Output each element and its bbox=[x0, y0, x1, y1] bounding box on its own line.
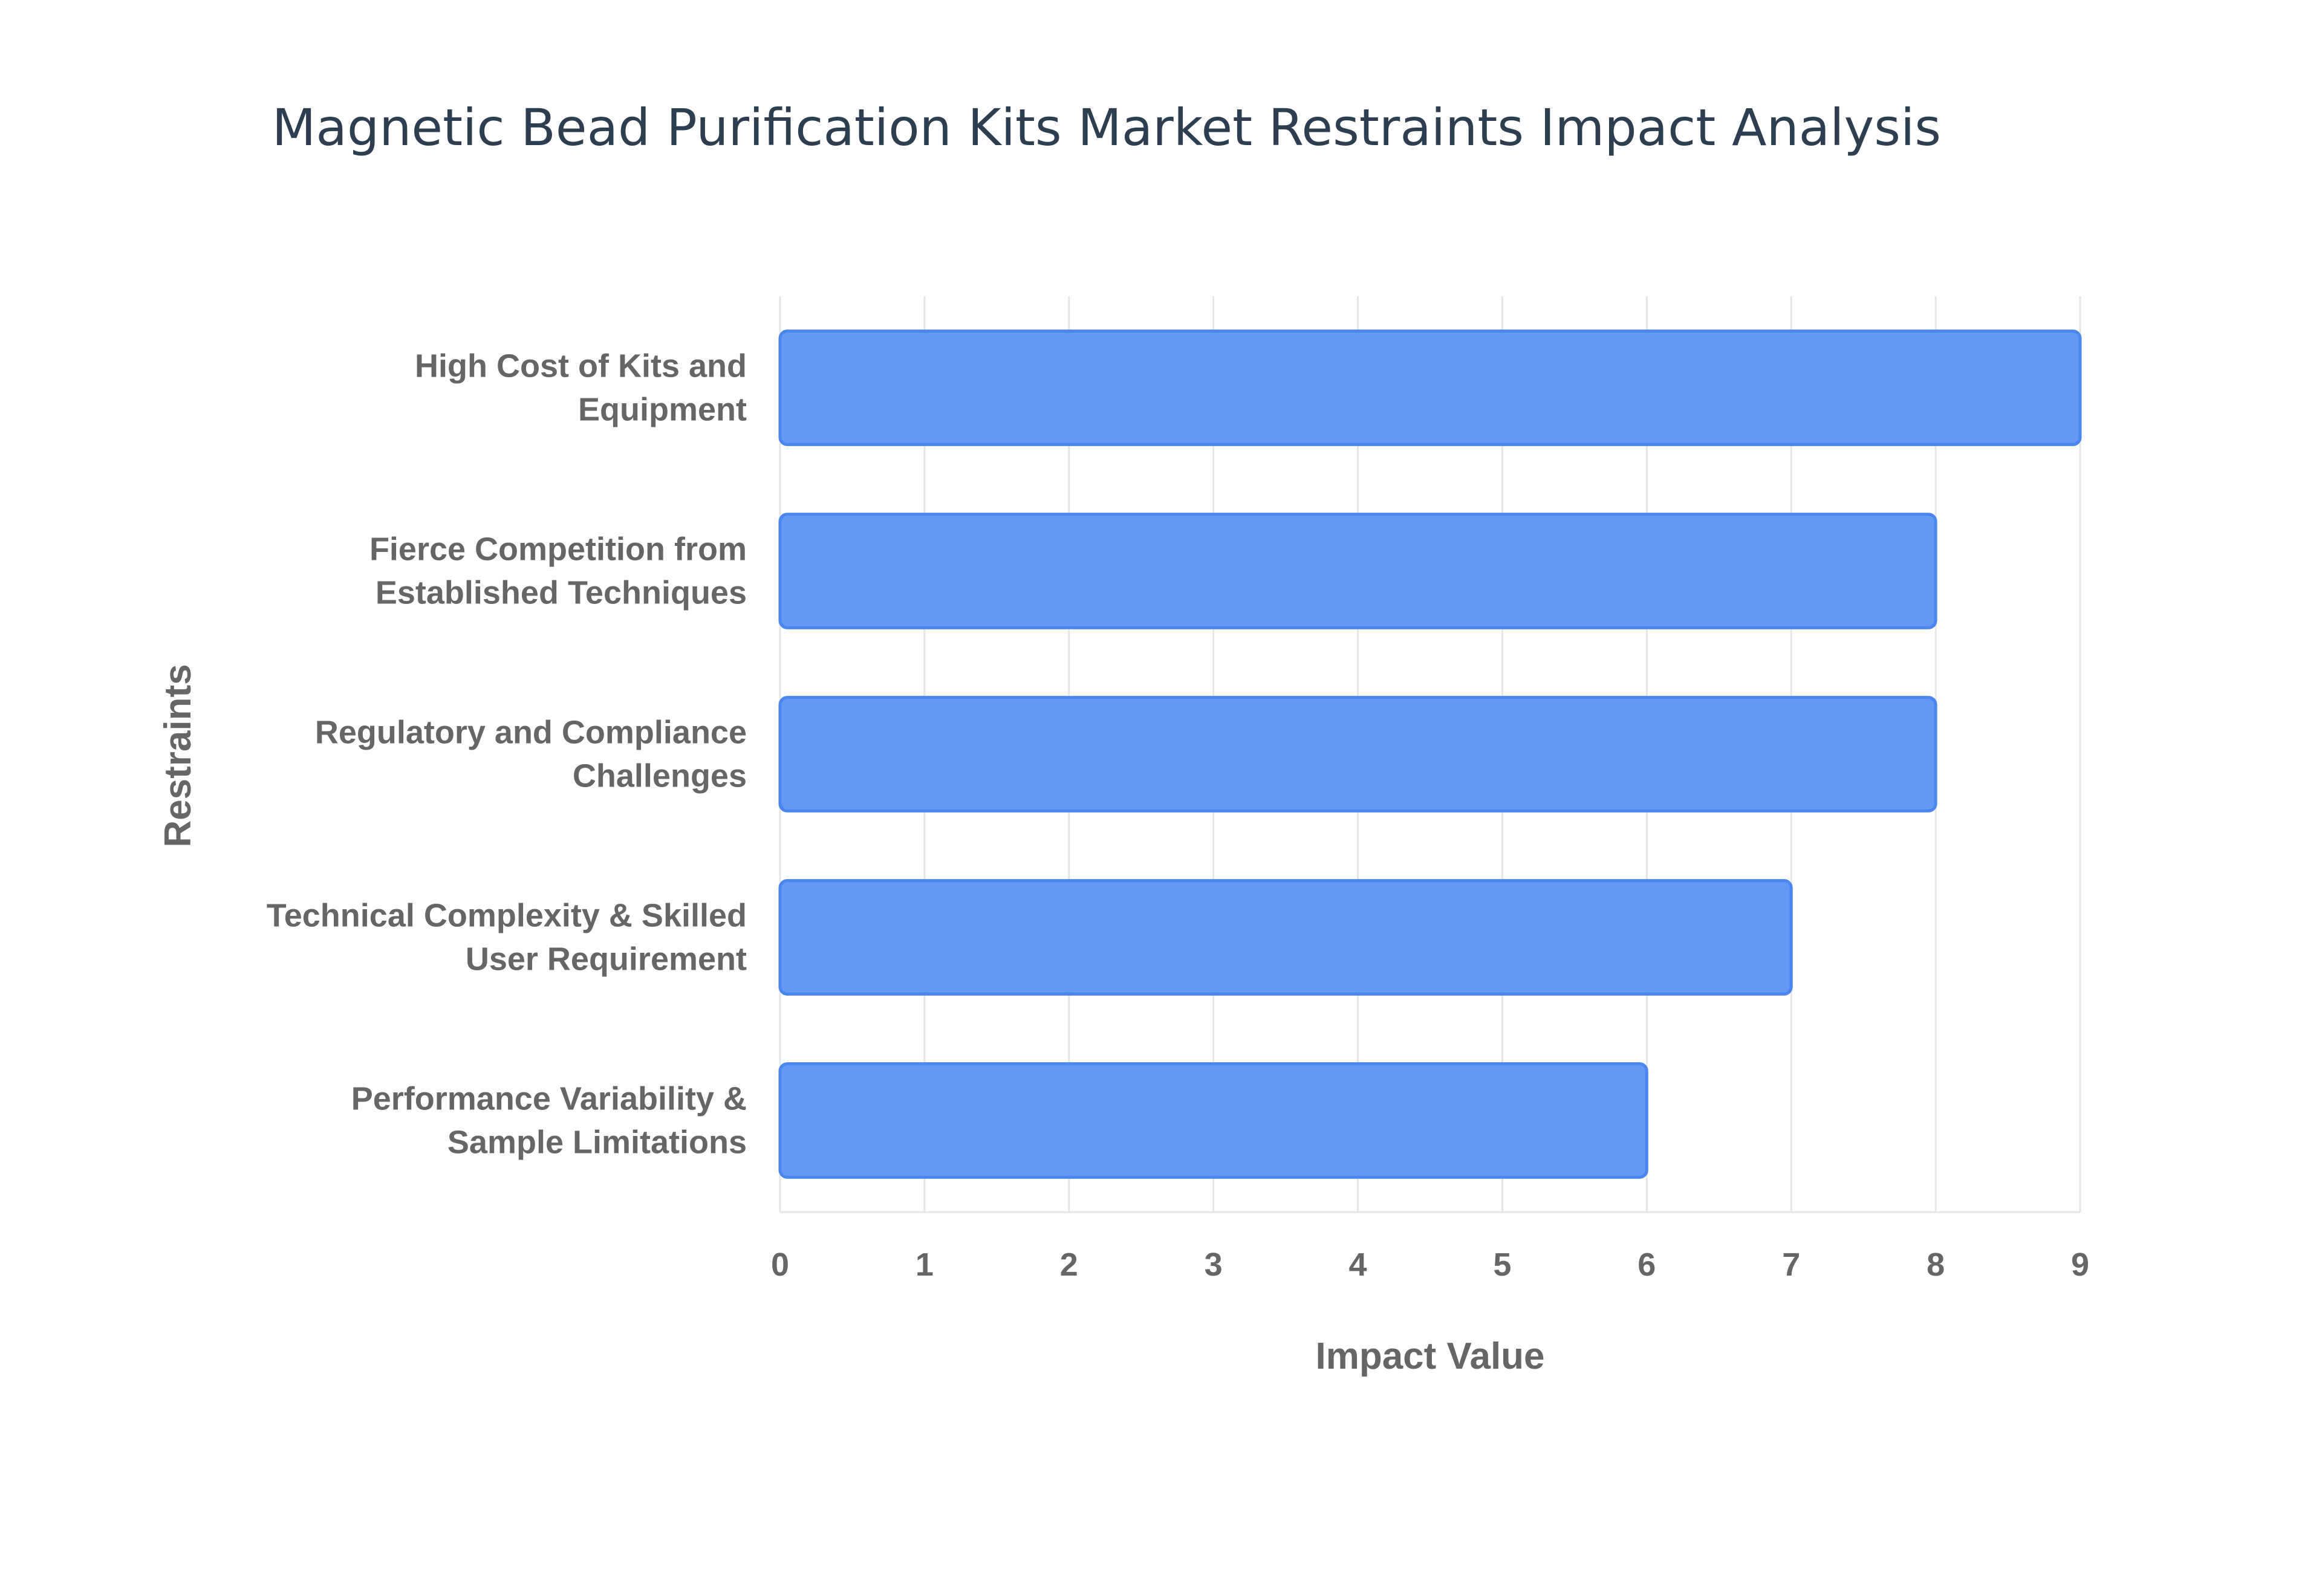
y-tick-label-line: Established Techniques bbox=[376, 575, 747, 611]
y-tick-label-line: User Requirement bbox=[466, 941, 747, 978]
x-tick-label-4: 4 bbox=[1349, 1247, 1367, 1283]
y-tick-label-line: Performance Variability & bbox=[351, 1081, 747, 1117]
bar-3 bbox=[778, 696, 1937, 813]
y-tick-label-line: Technical Complexity & Skilled bbox=[267, 898, 747, 934]
y-tick-label-3: Regulatory and Compliance Challenges bbox=[315, 715, 747, 794]
y-tick-label-line: Regulatory and Compliance bbox=[315, 715, 747, 751]
x-tick-label-2: 2 bbox=[1060, 1247, 1078, 1283]
x-tick-label-9: 9 bbox=[2071, 1247, 2089, 1283]
y-tick-label-1: High Cost of Kits and Equipment bbox=[415, 348, 747, 428]
x-tick-label-5: 5 bbox=[1493, 1247, 1511, 1283]
y-tick-label-line: Fierce Competition from bbox=[369, 531, 747, 568]
y-tick-label-2: Fierce Competition from Established Techn… bbox=[369, 531, 747, 611]
bar-5 bbox=[778, 1062, 1648, 1179]
y-tick-label-5: Performance Variability & Sample Limitati… bbox=[351, 1081, 747, 1161]
x-tick-label-7: 7 bbox=[1782, 1247, 1800, 1283]
y-axis-tick-labels: High Cost of Kits and Equipment Fierce Com… bbox=[267, 348, 747, 1161]
bar-1 bbox=[778, 329, 2082, 446]
y-tick-label-line: High Cost of Kits and bbox=[415, 348, 747, 384]
x-tick-label-8: 8 bbox=[1927, 1247, 1945, 1283]
bar-4 bbox=[778, 879, 1793, 996]
x-tick-label-1: 1 bbox=[915, 1247, 934, 1283]
y-tick-label-line: Equipment bbox=[578, 392, 747, 428]
bar-2 bbox=[778, 513, 1937, 629]
y-tick-label-4: Technical Complexity & Skilled User Requi… bbox=[267, 898, 747, 978]
x-axis-title: Impact Value bbox=[1315, 1335, 1544, 1377]
chart-title: Magnetic Bead Purification Kits Market R… bbox=[272, 98, 1941, 157]
x-tick-label-0: 0 bbox=[771, 1247, 789, 1283]
x-tick-label-6: 6 bbox=[1637, 1247, 1656, 1283]
y-axis-title: Restraints bbox=[157, 664, 199, 847]
y-tick-label-line: Challenges bbox=[573, 758, 747, 794]
y-tick-label-line: Sample Limitations bbox=[447, 1124, 747, 1161]
x-tick-label-3: 3 bbox=[1205, 1247, 1223, 1283]
x-axis-tick-labels: 0 1 2 3 4 5 6 7 8 9 bbox=[771, 1247, 2089, 1283]
bars bbox=[778, 329, 2082, 1179]
